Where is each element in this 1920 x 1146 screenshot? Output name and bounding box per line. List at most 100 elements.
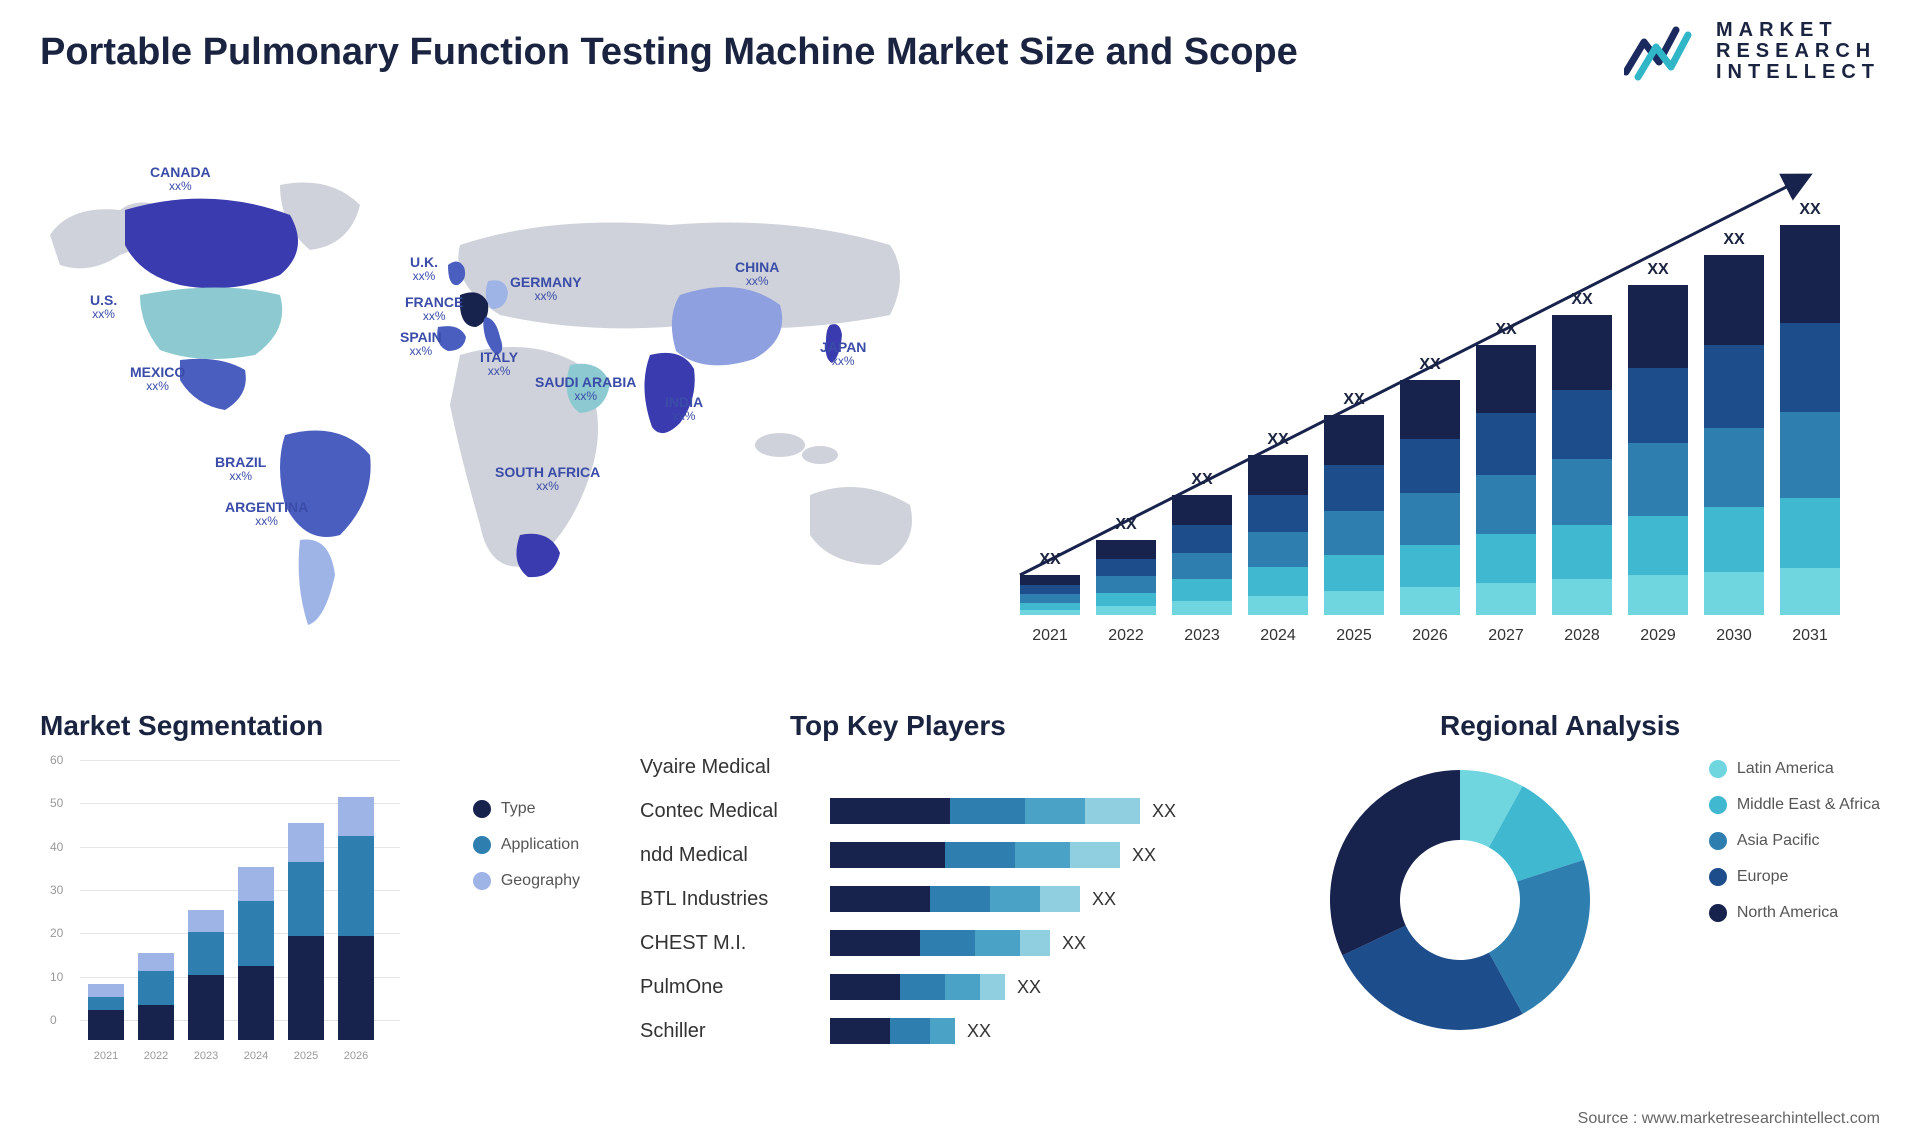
legend-label: Geography [501, 872, 580, 890]
bar-segment [1096, 576, 1156, 593]
y-tick: 60 [50, 753, 63, 767]
bar-segment [1248, 455, 1308, 495]
player-bar-segment [830, 886, 930, 912]
donut-slice [1330, 770, 1460, 955]
player-bar-segment [890, 1018, 930, 1044]
bar-segment [1172, 495, 1232, 525]
bar-value-label: XX [1628, 261, 1688, 279]
source-attribution: Source : www.marketresearchintellect.com [1578, 1110, 1880, 1128]
bar-x-label: 2023 [1172, 627, 1232, 645]
player-bar-segment [945, 842, 1015, 868]
segmentation-x-label: 2022 [136, 1050, 176, 1062]
bar-x-label: 2029 [1628, 627, 1688, 645]
bar-segment [1172, 553, 1232, 579]
logo-line1: MARKET [1716, 20, 1880, 41]
segmentation-bar-segment [88, 984, 124, 997]
country-label: MEXICOxx% [130, 365, 185, 394]
world-map-panel: CANADAxx%U.S.xx%MEXICOxx%BRAZILxx%ARGENT… [30, 155, 970, 655]
player-row: BTL Industries XX [640, 882, 1116, 916]
bar-segment [1400, 439, 1460, 493]
player-value: XX [1092, 889, 1116, 910]
bar-segment [1780, 498, 1840, 568]
player-name: Vyaire Medical [640, 756, 830, 779]
bar: XX [1476, 345, 1536, 615]
country-label: SPAINxx% [400, 330, 442, 359]
bar-segment [1552, 459, 1612, 525]
player-name: BTL Industries [640, 888, 830, 911]
player-value: XX [1152, 801, 1176, 822]
legend-item: Asia Pacific [1709, 832, 1880, 850]
player-bar [830, 974, 1005, 1000]
country-label: CANADAxx% [150, 165, 211, 194]
bar: XX [1172, 495, 1232, 615]
player-name: ndd Medical [640, 844, 830, 867]
legend-dot-icon [473, 872, 491, 890]
bar-segment [1780, 225, 1840, 323]
player-bar [830, 842, 1120, 868]
bar-segment [1020, 594, 1080, 603]
gridline [80, 760, 400, 761]
legend-dot-icon [1709, 796, 1727, 814]
legend-label: North America [1737, 904, 1838, 922]
player-bar-segment [1070, 842, 1120, 868]
player-name: Schiller [640, 1020, 830, 1043]
player-row: Contec Medical XX [640, 794, 1176, 828]
donut-svg [1320, 760, 1600, 1040]
segmentation-bar-segment [288, 823, 324, 862]
bar-segment [1248, 596, 1308, 615]
player-bar [830, 1018, 955, 1044]
bar: XX [1248, 455, 1308, 615]
regional-legend: Latin America Middle East & Africa Asia Pa… [1709, 760, 1880, 940]
country-label: BRAZILxx% [215, 455, 266, 484]
legend-dot-icon [1709, 868, 1727, 886]
player-bar-segment [830, 974, 900, 1000]
player-bar-segment [1015, 842, 1070, 868]
bar-segment [1324, 465, 1384, 511]
y-tick: 10 [50, 970, 63, 984]
player-name: Contec Medical [640, 800, 830, 823]
bar-segment [1628, 368, 1688, 444]
player-bar-segment [990, 886, 1040, 912]
bar-value-label: XX [1324, 391, 1384, 409]
legend-item: Middle East & Africa [1709, 796, 1880, 814]
regional-heading: Regional Analysis [1440, 710, 1680, 742]
bar-value-label: XX [1704, 231, 1764, 249]
key-players-chart: Vyaire Medical Contec Medical XX ndd Medica… [640, 750, 1260, 1080]
bar: XX [1780, 225, 1840, 615]
player-bar-segment [1085, 798, 1140, 824]
bar-segment [1248, 495, 1308, 532]
legend-item: Type [473, 800, 580, 818]
segmentation-bar-segment [138, 953, 174, 970]
country-label: GERMANYxx% [510, 275, 582, 304]
segmentation-bar-segment [338, 836, 374, 936]
bar-segment [1628, 575, 1688, 615]
bar-value-label: XX [1476, 321, 1536, 339]
player-bar-segment [975, 930, 1020, 956]
y-tick: 0 [50, 1013, 57, 1027]
player-value: XX [967, 1021, 991, 1042]
bar-segment [1628, 516, 1688, 575]
player-value: XX [1132, 845, 1156, 866]
bar-value-label: XX [1248, 431, 1308, 449]
player-bar-segment [830, 798, 950, 824]
bar-segment [1248, 532, 1308, 567]
bar-x-label: 2031 [1780, 627, 1840, 645]
player-bar [830, 798, 1140, 824]
segmentation-bar-segment [238, 966, 274, 1040]
bar-segment [1020, 610, 1080, 615]
country-label: JAPANxx% [820, 340, 866, 369]
segmentation-bar-segment [188, 910, 224, 932]
bar-segment [1552, 579, 1612, 615]
bar-segment [1248, 567, 1308, 596]
bar-segment [1172, 601, 1232, 615]
segmentation-bar-segment [288, 862, 324, 936]
bar-value-label: XX [1172, 471, 1232, 489]
segmentation-x-label: 2025 [286, 1050, 326, 1062]
player-bar-segment [980, 974, 1005, 1000]
bar-x-label: 2025 [1324, 627, 1384, 645]
bar-value-label: XX [1020, 551, 1080, 569]
legend-item: Latin America [1709, 760, 1880, 778]
legend-label: Europe [1737, 868, 1789, 886]
legend-label: Application [501, 836, 579, 854]
bar-x-label: 2027 [1476, 627, 1536, 645]
